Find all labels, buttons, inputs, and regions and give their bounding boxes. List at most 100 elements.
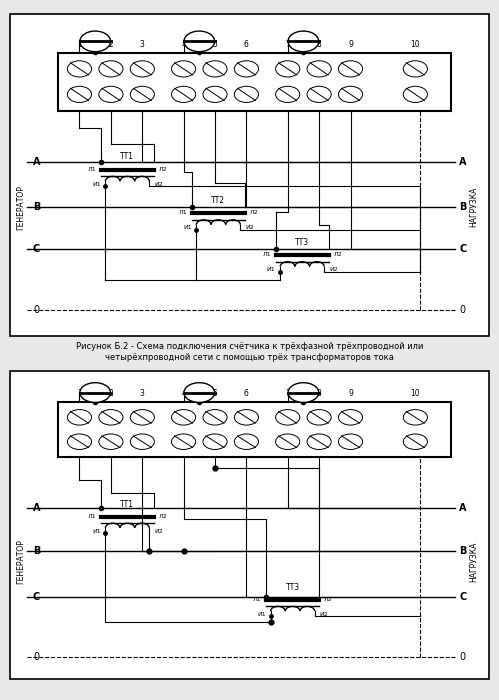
Text: Л1: Л1 <box>87 167 96 172</box>
Text: 2: 2 <box>109 389 113 398</box>
Text: ТТ1: ТТ1 <box>120 153 134 161</box>
Text: 6: 6 <box>244 40 249 49</box>
Text: A: A <box>459 503 467 513</box>
Circle shape <box>338 410 363 425</box>
Text: 1: 1 <box>77 40 82 49</box>
Text: B: B <box>32 202 40 212</box>
Bar <box>58 52 451 111</box>
Circle shape <box>67 86 91 102</box>
Circle shape <box>403 61 428 77</box>
Text: Л2: Л2 <box>250 211 258 216</box>
Circle shape <box>172 61 196 77</box>
Circle shape <box>67 434 91 449</box>
Text: Рисунок Б.2 - Схема подключения счётчика к трёхфазной трёхпроводной или
четырёхп: Рисунок Б.2 - Схема подключения счётчика… <box>76 342 423 362</box>
Circle shape <box>235 434 258 449</box>
Text: 2: 2 <box>109 40 113 49</box>
Circle shape <box>235 410 258 425</box>
Circle shape <box>172 86 196 102</box>
Text: C: C <box>459 244 466 254</box>
Circle shape <box>130 61 154 77</box>
Text: ГЕНЕРАТОР: ГЕНЕРАТОР <box>16 185 25 230</box>
Circle shape <box>130 434 154 449</box>
Text: Л2: Л2 <box>333 253 342 258</box>
Text: Л2: Л2 <box>159 167 167 172</box>
Circle shape <box>275 86 300 102</box>
Circle shape <box>99 410 123 425</box>
Text: 5: 5 <box>213 389 218 398</box>
Text: B: B <box>459 546 467 556</box>
Circle shape <box>172 410 196 425</box>
Circle shape <box>80 383 111 402</box>
Text: Л1: Л1 <box>252 597 261 602</box>
Text: 9: 9 <box>348 40 353 49</box>
Text: A: A <box>459 157 467 167</box>
Circle shape <box>403 434 428 449</box>
Circle shape <box>184 383 215 402</box>
Text: 7: 7 <box>285 389 290 398</box>
Text: ТТ3: ТТ3 <box>295 237 309 246</box>
Text: ТТ2: ТТ2 <box>212 196 226 205</box>
Text: И1: И1 <box>267 267 275 272</box>
Text: И1: И1 <box>257 612 266 617</box>
Circle shape <box>99 86 123 102</box>
Circle shape <box>338 61 363 77</box>
Text: И2: И2 <box>245 225 254 230</box>
Circle shape <box>67 410 91 425</box>
Text: ТТ3: ТТ3 <box>285 583 300 592</box>
Circle shape <box>99 434 123 449</box>
Circle shape <box>172 434 196 449</box>
Text: НАГРУЗКА: НАГРУЗКА <box>469 187 478 228</box>
Text: НАГРУЗКА: НАГРУЗКА <box>469 542 478 582</box>
Bar <box>58 402 451 457</box>
Text: C: C <box>33 244 40 254</box>
Text: 0: 0 <box>460 305 466 315</box>
Text: И2: И2 <box>329 267 338 272</box>
Text: 3: 3 <box>140 40 145 49</box>
Text: 4: 4 <box>181 40 186 49</box>
Text: 8: 8 <box>317 40 321 49</box>
Text: B: B <box>32 546 40 556</box>
Text: И1: И1 <box>92 528 101 533</box>
Circle shape <box>203 86 227 102</box>
Text: ГЕНЕРАТОР: ГЕНЕРАТОР <box>16 540 25 584</box>
Text: 10: 10 <box>411 389 420 398</box>
Text: 0: 0 <box>460 652 466 662</box>
Circle shape <box>288 383 319 402</box>
Text: 4: 4 <box>181 389 186 398</box>
Text: И1: И1 <box>92 182 101 187</box>
Circle shape <box>80 31 111 52</box>
Text: И1: И1 <box>183 225 192 230</box>
Circle shape <box>235 86 258 102</box>
Text: A: A <box>32 503 40 513</box>
Circle shape <box>338 86 363 102</box>
Text: Л1: Л1 <box>87 514 96 519</box>
Circle shape <box>275 410 300 425</box>
Text: 7: 7 <box>285 40 290 49</box>
Circle shape <box>307 61 331 77</box>
Circle shape <box>403 86 428 102</box>
Text: 0: 0 <box>33 652 39 662</box>
Text: C: C <box>33 592 40 603</box>
Circle shape <box>338 434 363 449</box>
Text: A: A <box>32 157 40 167</box>
Circle shape <box>288 31 319 52</box>
Text: Л1: Л1 <box>262 253 271 258</box>
Text: И2: И2 <box>319 612 328 617</box>
Text: И2: И2 <box>154 528 163 533</box>
Circle shape <box>403 410 428 425</box>
Text: 1: 1 <box>77 389 82 398</box>
Circle shape <box>307 410 331 425</box>
Text: 0: 0 <box>33 305 39 315</box>
Circle shape <box>307 86 331 102</box>
Circle shape <box>130 410 154 425</box>
Circle shape <box>130 86 154 102</box>
Text: 9: 9 <box>348 389 353 398</box>
Circle shape <box>275 434 300 449</box>
Circle shape <box>203 434 227 449</box>
Text: 5: 5 <box>213 40 218 49</box>
Text: B: B <box>459 202 467 212</box>
Text: 3: 3 <box>140 389 145 398</box>
Text: 8: 8 <box>317 389 321 398</box>
Circle shape <box>235 61 258 77</box>
Text: Л2: Л2 <box>159 514 167 519</box>
